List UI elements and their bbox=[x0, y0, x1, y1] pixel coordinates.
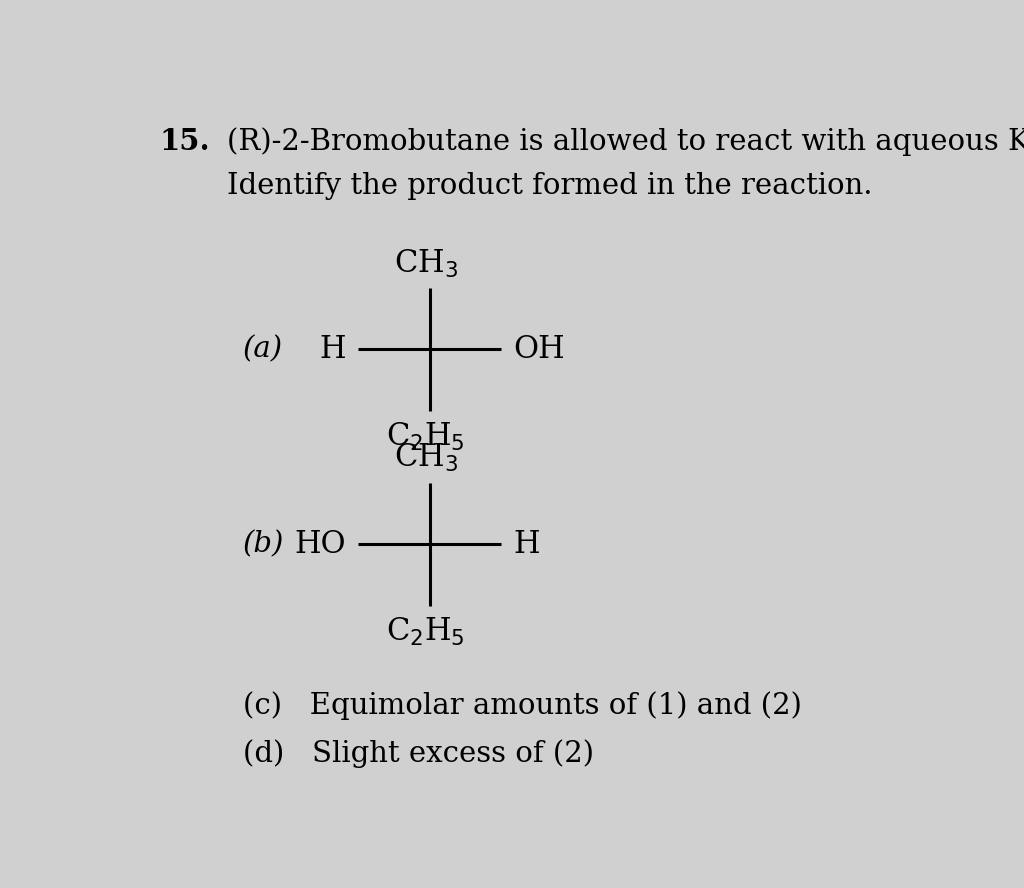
Text: C$_2$H$_5$: C$_2$H$_5$ bbox=[386, 421, 465, 453]
Text: H: H bbox=[319, 334, 346, 365]
Text: Identify the product formed in the reaction.: Identify the product formed in the react… bbox=[227, 171, 872, 200]
Text: (a): (a) bbox=[243, 336, 284, 363]
Text: CH$_3$: CH$_3$ bbox=[393, 442, 458, 474]
Text: CH$_3$: CH$_3$ bbox=[393, 248, 458, 280]
Text: H: H bbox=[513, 528, 540, 559]
Text: (b): (b) bbox=[243, 530, 285, 559]
Text: (c)   Equimolar amounts of (1) and (2): (c) Equimolar amounts of (1) and (2) bbox=[243, 691, 802, 720]
Text: OH: OH bbox=[513, 334, 564, 365]
Text: (d)   Slight excess of (2): (d) Slight excess of (2) bbox=[243, 739, 594, 768]
Text: 15.: 15. bbox=[160, 127, 210, 156]
Text: C$_2$H$_5$: C$_2$H$_5$ bbox=[386, 616, 465, 648]
Text: HO: HO bbox=[295, 528, 346, 559]
Text: (R)-2-Bromobutane is allowed to react with aqueous KOH.: (R)-2-Bromobutane is allowed to react wi… bbox=[227, 127, 1024, 156]
